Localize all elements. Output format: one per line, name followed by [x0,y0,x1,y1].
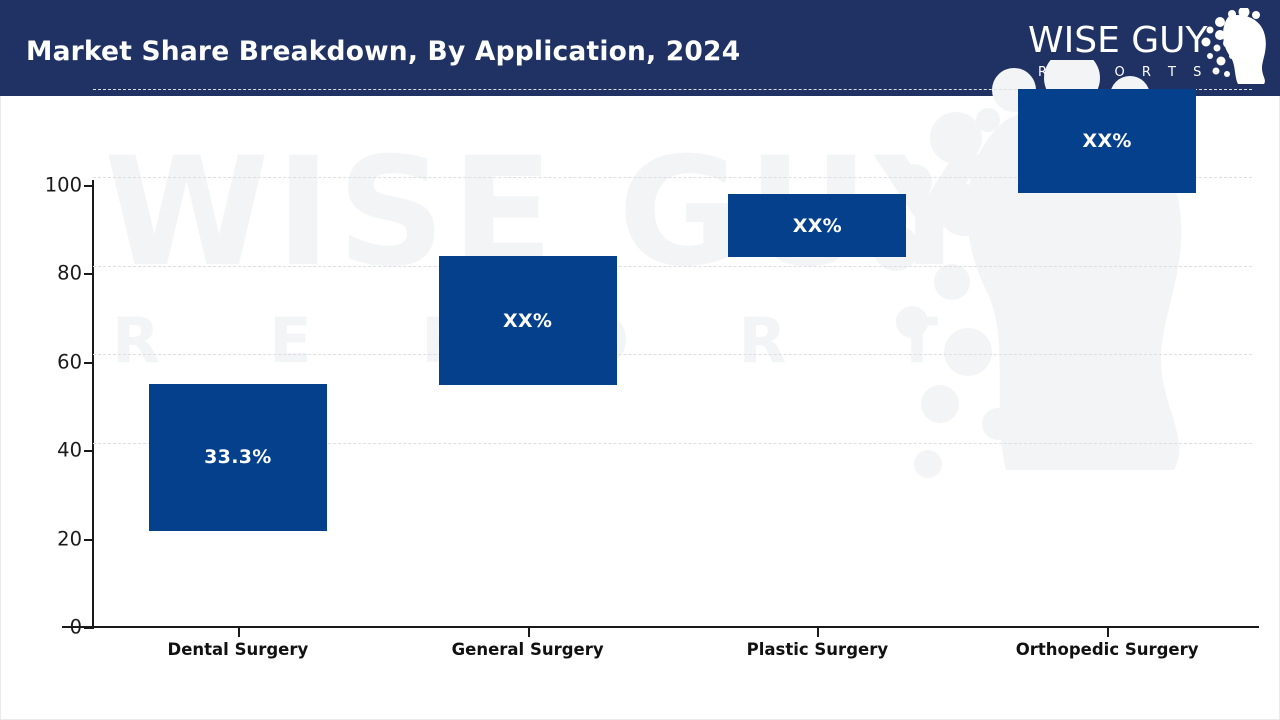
y-tick-mark [84,627,94,629]
x-tick-mark [237,628,240,637]
y-tick-mark [84,538,94,541]
bar[interactable]: XX% [728,194,907,257]
bar-value-label: XX% [503,309,553,332]
bar-value-label: XX% [792,214,842,237]
x-tick-mark [1107,628,1110,637]
y-tick-mark [84,361,94,364]
y-tick-label: 20 [57,527,82,551]
bar-value-label: XX% [1082,129,1132,152]
gridline [93,89,1252,90]
y-tick-label: 80 [57,261,82,285]
y-tick-mark [84,450,94,453]
page-title: Market Share Breakdown, By Application, … [26,36,741,67]
page-header: Market Share Breakdown, By Application, … [0,0,1280,96]
y-tick-label: 40 [57,438,82,462]
y-tick-mark [84,185,94,187]
y-axis-line [92,180,94,629]
y-tick-label: 0 [69,615,82,639]
svg-text:WISE GUY: WISE GUY [1028,20,1209,61]
y-tick-mark [84,273,94,276]
bar-value-label: 33.3% [204,446,272,469]
bar[interactable]: XX% [1018,89,1197,193]
plot-bars-and-grid: 33.3% XX% XX% XX% [93,89,1252,531]
x-tick-mark [527,628,530,637]
gridline [93,442,1252,444]
x-tick-label: Dental Surgery [167,640,309,659]
x-tick-mark [817,628,820,637]
x-tick-label: General Surgery [451,640,604,659]
gridline [93,354,1252,356]
wise-guy-reports-logo: WISE GUY R E P O R T S [1024,8,1274,90]
x-axis-line [62,626,1259,628]
svg-text:R E P O R T S: R E P O R T S [1038,65,1208,80]
y-tick-label: 100 [44,173,82,197]
y-tick-label: 60 [57,350,82,374]
bar[interactable]: 33.3% [148,383,327,531]
gridline [93,177,1252,179]
x-tick-label: Plastic Surgery [746,640,889,659]
bar[interactable]: XX% [438,256,617,386]
x-tick-label: Orthopedic Surgery [1015,640,1199,659]
gridline [93,265,1252,267]
